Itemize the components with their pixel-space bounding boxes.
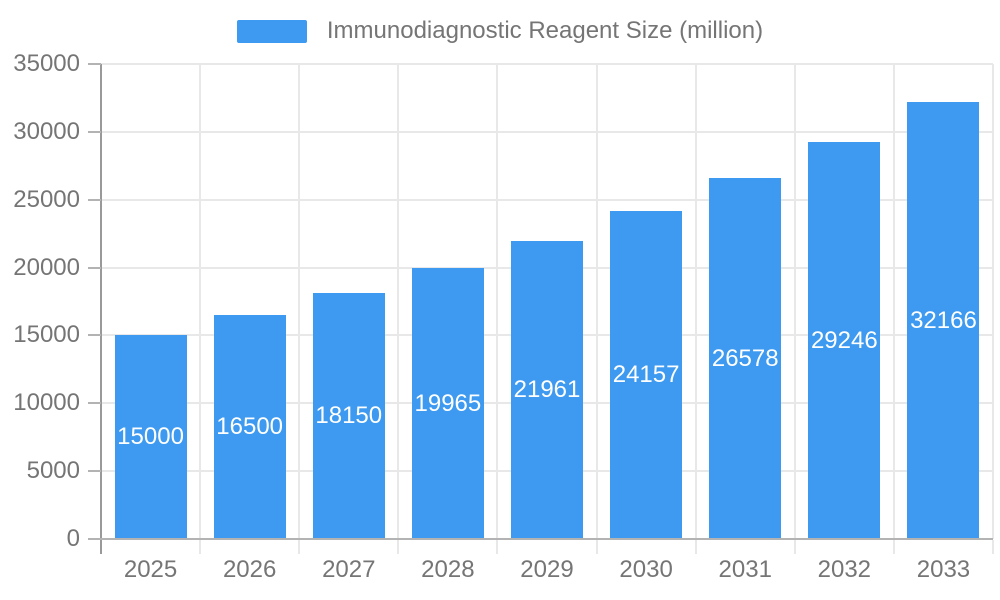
bar-value-label: 16500: [216, 413, 284, 441]
bar: [808, 142, 881, 539]
y-axis-tick: [88, 402, 101, 405]
v-gridline: [496, 64, 499, 539]
x-axis-tick: [298, 540, 301, 554]
x-axis-label: 2033: [916, 556, 971, 583]
y-axis-tick: [88, 470, 101, 473]
y-axis-label: 25000: [13, 185, 80, 213]
legend-swatch: [236, 19, 307, 43]
y-axis-line: [100, 64, 102, 554]
y-axis-tick: [88, 334, 101, 337]
bar: [213, 315, 286, 539]
bar: [511, 240, 583, 539]
h-gridline: [101, 198, 993, 201]
y-axis-tick: [88, 266, 101, 269]
y-axis-label: 35000: [13, 50, 80, 77]
bar: [709, 178, 782, 539]
x-axis-label: 2026: [222, 556, 277, 583]
h-gridline: [101, 63, 993, 65]
y-axis-tick: [88, 130, 101, 133]
bar-value-label: 21961: [513, 375, 581, 403]
v-gridline: [793, 64, 796, 539]
bar-value-label: 15000: [117, 423, 184, 451]
x-axis-tick: [694, 540, 697, 554]
x-axis-label: 2030: [619, 556, 673, 583]
v-gridline: [595, 64, 598, 539]
legend-item[interactable]: Immunodiagnostic Reagent Size (million): [0, 17, 1000, 45]
v-gridline: [694, 64, 697, 539]
x-axis-tick: [496, 540, 499, 554]
x-axis-tick: [992, 540, 994, 554]
y-axis-label: 5000: [26, 457, 80, 485]
v-gridline: [992, 64, 994, 539]
bar: [411, 268, 484, 539]
x-axis-tick: [595, 540, 598, 554]
bar: [114, 335, 187, 539]
v-gridline: [397, 64, 400, 539]
bar-value-label: 24157: [612, 361, 680, 389]
bar-value-label: 26578: [711, 344, 779, 372]
bar-value-label: 32166: [910, 306, 977, 334]
bar: [907, 102, 980, 539]
y-axis-label: 0: [66, 525, 80, 552]
h-gridline: [101, 130, 993, 133]
y-axis-label: 20000: [13, 253, 80, 281]
y-axis-label: 15000: [13, 321, 80, 349]
x-axis-label: 2032: [817, 556, 872, 583]
x-axis-label: 2027: [322, 556, 376, 583]
v-gridline: [892, 64, 895, 539]
v-gridline: [298, 64, 301, 539]
y-axis-tick: [88, 63, 101, 65]
y-axis-tick: [88, 538, 101, 540]
bar-value-label: 18150: [315, 401, 383, 429]
y-axis-label: 10000: [13, 389, 80, 417]
bar: [610, 211, 683, 539]
x-axis-tick: [892, 540, 895, 554]
plot-area: 15000 16500 18150 19965 21961 24157 26578 29246…: [101, 63, 994, 539]
bar-value-label: 29246: [810, 326, 878, 354]
x-axis-label: 2029: [520, 556, 574, 583]
x-axis-label: 2031: [718, 556, 772, 583]
legend-label: Immunodiagnostic Reagent Size (million): [326, 17, 764, 44]
x-axis-label: 2028: [421, 556, 475, 583]
y-axis-tick: [88, 198, 101, 201]
v-gridline: [199, 64, 202, 539]
x-axis-label: 2025: [123, 556, 178, 583]
y-axis-label: 30000: [13, 117, 80, 145]
x-axis-tick: [397, 540, 400, 554]
x-axis-tick: [199, 540, 202, 554]
x-axis-tick: [793, 540, 796, 554]
x-axis-line: [101, 538, 993, 540]
bar: [312, 292, 385, 539]
bar-value-label: 19965: [414, 389, 482, 417]
